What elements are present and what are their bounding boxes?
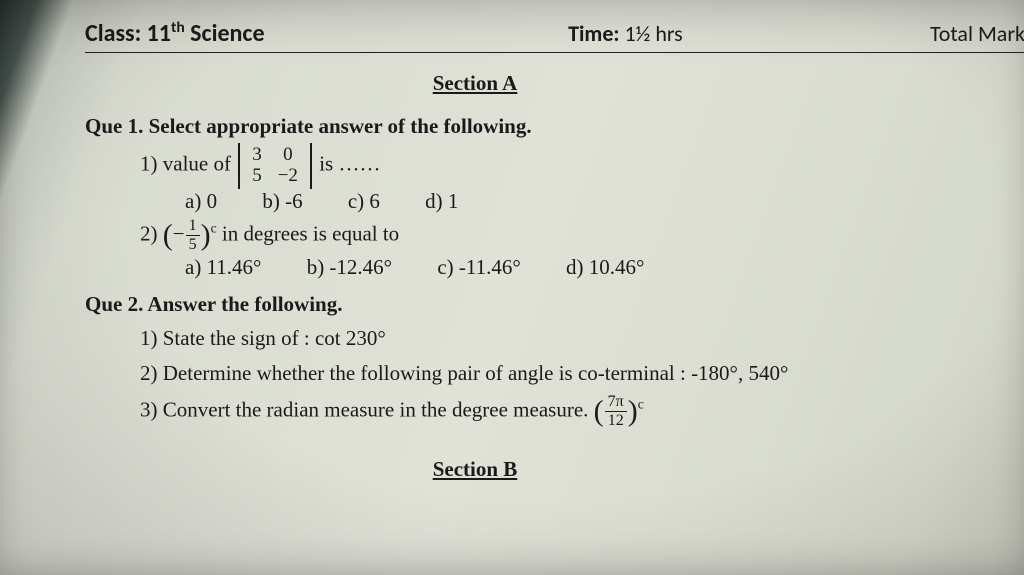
time-value: 1½ hrs xyxy=(624,20,682,47)
det-d: −2 xyxy=(270,166,306,187)
class-subject: Science xyxy=(185,19,265,48)
time-prefix: Time: xyxy=(568,20,624,47)
question-2-sub-2: 2) Determine whether the following pair … xyxy=(140,358,1024,390)
q2s3-den: 12 xyxy=(605,412,627,429)
section-b-title: Section B xyxy=(415,457,535,482)
determinant-icon: 3 0 5 −2 xyxy=(238,145,312,187)
class-text: Class: 11 xyxy=(85,19,171,48)
q2s3-num: 7π xyxy=(605,394,627,412)
q1s2-opt-d: d) 10.46° xyxy=(566,255,644,280)
header-row: Class: 11th Science Time: 1½ hrs Total M… xyxy=(85,18,1024,53)
exam-paper: Class: 11th Science Time: 1½ hrs Total M… xyxy=(85,18,1024,482)
q1s2-lead: 2) xyxy=(140,221,163,245)
q1s1-opt-d: d) 1 xyxy=(425,189,458,214)
q1s2-opt-c: c) -11.46° xyxy=(437,255,520,280)
lparen-icon: ( xyxy=(163,218,173,251)
q2s3-sup: c xyxy=(638,396,644,411)
q1s2-options: a) 11.46° b) -12.46° c) -11.46° d) 10.46… xyxy=(185,255,1024,280)
det-b: 0 xyxy=(270,145,306,166)
question-2-sub-1: 1) State the sign of : cot 230° xyxy=(140,323,1024,355)
fraction-2: 7π 12 xyxy=(605,394,627,429)
class-suffix: th xyxy=(171,18,185,37)
q1s1-lead: 1) value of xyxy=(140,152,236,176)
det-c: 5 xyxy=(244,166,270,187)
q1s1-opt-c: c) 6 xyxy=(348,189,380,214)
q1s2-num: 1 xyxy=(186,218,200,236)
q1s2-neg: − xyxy=(173,221,185,245)
q1s2-tail: in degrees is equal to xyxy=(222,221,399,245)
q1s1-opt-b: b) -6 xyxy=(262,189,302,214)
section-a-title: Section A xyxy=(415,71,535,96)
q1s1-tail: is …… xyxy=(319,152,380,176)
question-1-sub-1: 1) value of 3 0 5 −2 is …… xyxy=(140,145,1024,187)
q2s3-lead: 3) Convert the radian measure in the deg… xyxy=(140,397,594,421)
q1s2-sup: c xyxy=(211,220,217,235)
determinant-matrix: 3 0 5 −2 xyxy=(244,145,306,187)
question-1-sub-2: 2) (− 1 5 )c in degrees is equal to xyxy=(140,218,1024,253)
det-a: 3 xyxy=(244,145,270,166)
rparen-icon: ) xyxy=(201,218,211,251)
q1s2-opt-a: a) 11.46° xyxy=(185,255,261,280)
lparen2-icon: ( xyxy=(594,394,604,427)
question-1-title: Que 1. Select appropriate answer of the … xyxy=(85,114,1024,139)
q1s1-options: a) 0 b) -6 c) 6 d) 1 xyxy=(185,189,1024,214)
time-label: Time: 1½ hrs xyxy=(568,20,683,47)
q1s2-opt-b: b) -12.46° xyxy=(307,255,392,280)
question-2-title: Que 2. Answer the following. xyxy=(85,292,1024,317)
total-marks-label: Total Mark xyxy=(930,20,1024,47)
question-2-sub-3: 3) Convert the radian measure in the deg… xyxy=(140,394,1024,429)
q1s1-opt-a: a) 0 xyxy=(185,189,217,214)
q1s2-den: 5 xyxy=(186,236,200,253)
class-label: Class: 11th Science xyxy=(85,18,265,48)
rparen2-icon: ) xyxy=(628,394,638,427)
fraction: 1 5 xyxy=(186,218,200,253)
